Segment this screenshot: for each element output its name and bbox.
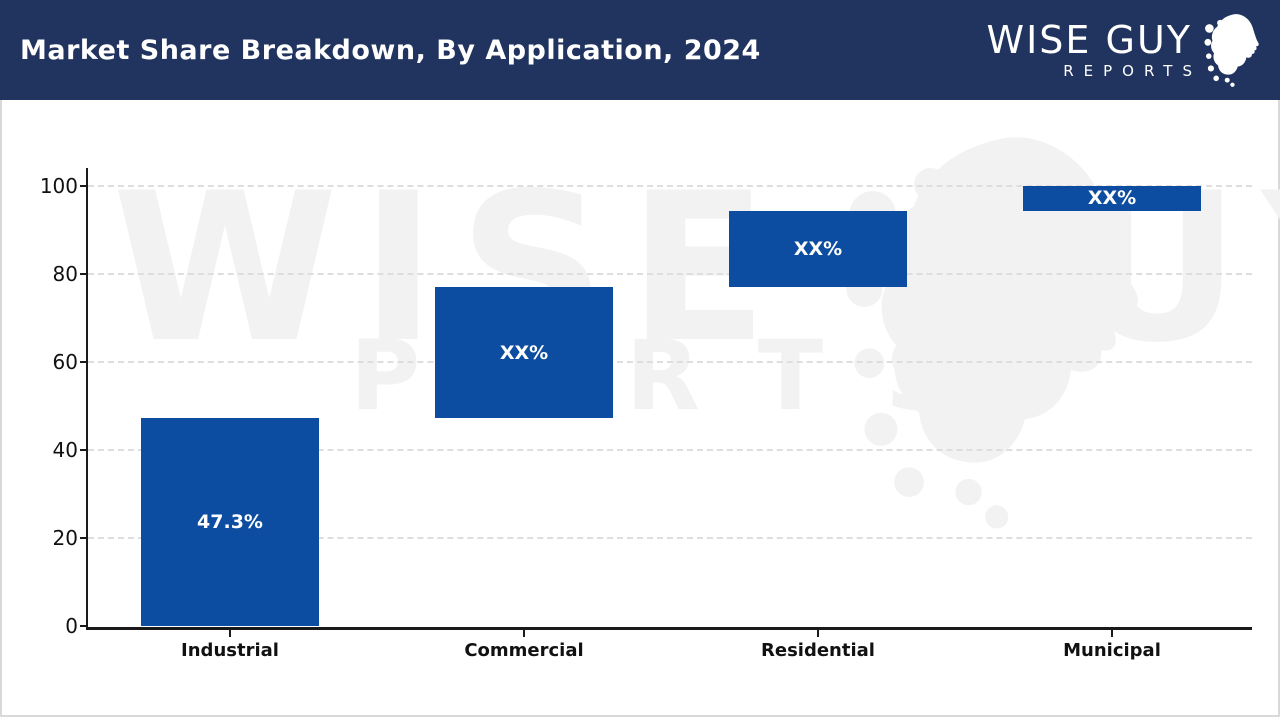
y-axis-tick-label: 0 [65, 614, 78, 638]
bar-value-label: XX% [499, 341, 549, 364]
x-axis-tick-mark [817, 630, 819, 637]
watermark-head-graphic [846, 137, 1139, 529]
brand-subname: REPORTS [1063, 61, 1202, 80]
y-axis-tick-label: 60 [52, 350, 78, 374]
y-axis-tick-label: 20 [52, 526, 78, 550]
gridline-60 [88, 361, 1252, 363]
x-axis-line [86, 627, 1252, 630]
category-label-industrial: Industrial [181, 640, 279, 661]
category-label-residential: Residential [761, 640, 875, 661]
brand-logo-text: WISE GUY REPORTS [987, 21, 1192, 80]
y-axis-tick-mark [80, 625, 88, 627]
y-axis-tick-mark [80, 537, 88, 539]
bar-residential[interactable]: XX% [729, 211, 907, 288]
category-label-commercial: Commercial [464, 640, 584, 661]
y-axis-tick-mark [80, 273, 88, 275]
page-title: Market Share Breakdown, By Application, … [20, 34, 761, 66]
bar-industrial[interactable]: 47.3% [141, 417, 319, 626]
bar-value-label: XX% [1087, 187, 1137, 210]
brand-name: WISE GUY [986, 17, 1192, 62]
bar-municipal[interactable]: XX% [1023, 185, 1201, 211]
y-axis-tick-mark [80, 361, 88, 363]
y-axis-line [86, 168, 88, 629]
bar-value-label: 47.3% [197, 510, 263, 533]
gridline-20 [88, 537, 1252, 539]
gridline-80 [88, 273, 1252, 275]
y-axis-tick-label: 100 [39, 174, 78, 198]
y-axis-tick-mark [80, 449, 88, 451]
gridline-40 [88, 449, 1252, 451]
y-axis-tick-mark [80, 185, 88, 187]
x-axis-tick-mark [523, 630, 525, 637]
brand-logo: WISE GUY REPORTS [987, 0, 1266, 100]
y-axis-tick-label: 40 [52, 438, 78, 462]
y-axis-tick-label: 80 [52, 262, 78, 286]
header-bar: Market Share Breakdown, By Application, … [0, 0, 1280, 100]
gridline-100 [88, 185, 1252, 187]
brand-head-icon [1204, 14, 1259, 87]
bar-commercial[interactable]: XX% [435, 287, 613, 418]
bar-value-label: XX% [793, 238, 843, 261]
category-label-municipal: Municipal [1063, 640, 1161, 661]
x-axis-tick-mark [1111, 630, 1113, 637]
x-axis-tick-mark [229, 630, 231, 637]
